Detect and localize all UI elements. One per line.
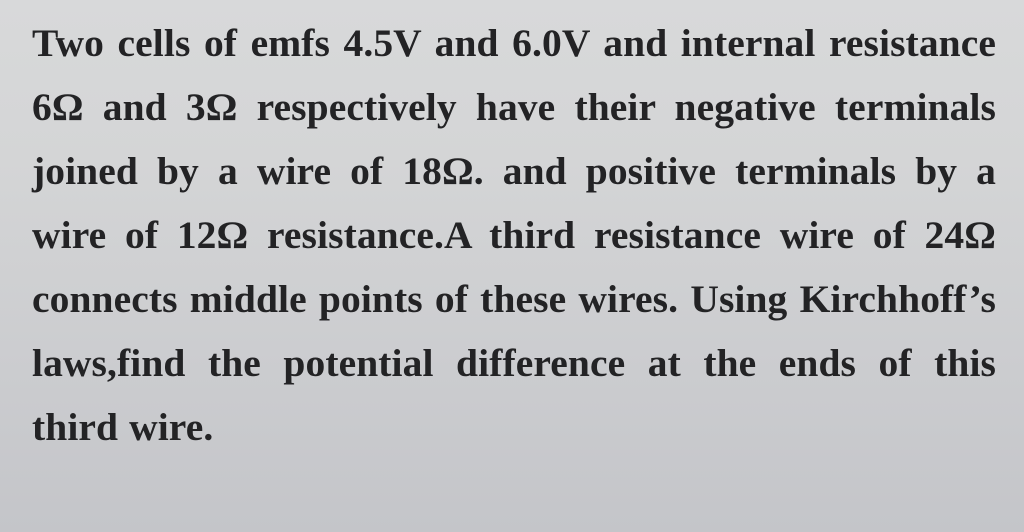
page-container: Two cells of emfs 4.5V and 6.0V and inte… (0, 0, 1024, 472)
physics-problem-text: Two cells of emfs 4.5V and 6.0V and inte… (32, 12, 996, 460)
